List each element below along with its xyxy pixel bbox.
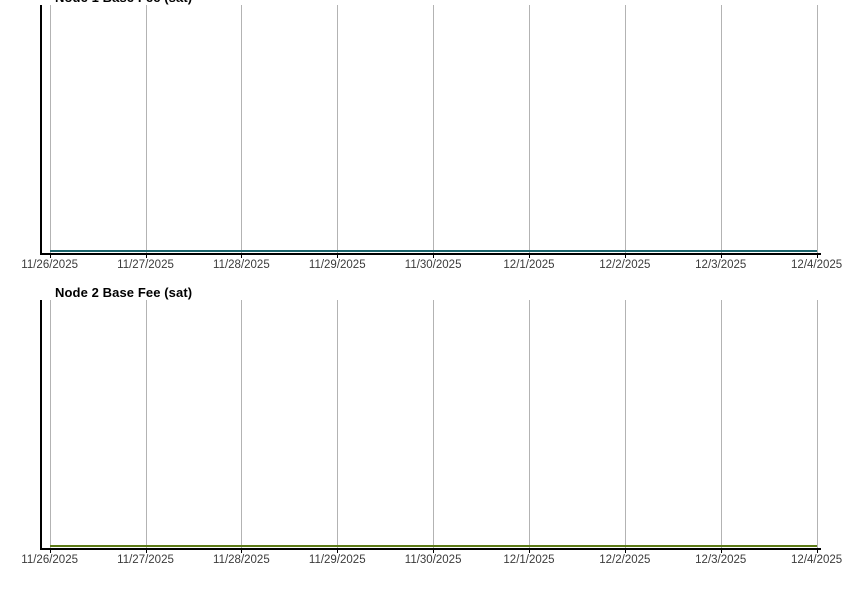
- series-line-node-1: [49, 250, 817, 252]
- x-axis-tick: [624, 549, 626, 553]
- x-axis-tick: [241, 549, 243, 553]
- series-line-node-2: [49, 545, 817, 547]
- x-axis-ticks-node-2: [40, 549, 821, 553]
- gridline: [624, 300, 626, 548]
- gridline: [720, 5, 722, 253]
- x-axis-tick-label: 11/27/2025: [117, 259, 174, 271]
- x-axis-tick: [49, 549, 51, 553]
- gridline: [433, 5, 435, 253]
- x-axis-tick-label: 12/4/2025: [791, 259, 843, 271]
- x-axis-tick: [529, 549, 530, 553]
- x-axis-tick: [49, 254, 51, 258]
- chart-panel-node-1: Node 1 Base Fee (sat) 11/26/2025 11/27/20…: [0, 0, 860, 280]
- y-axis-node-1: [40, 5, 42, 254]
- x-axis-tick: [816, 549, 818, 553]
- x-axis-tick-label: 12/1/2025: [503, 259, 555, 271]
- gridline: [145, 5, 147, 253]
- x-axis-tick: [337, 549, 339, 553]
- chart-panel-node-2: Node 2 Base Fee (sat) 11/26/2025 11/27/20…: [0, 285, 860, 575]
- plot-area-node-2: [40, 300, 821, 548]
- x-axis-ticks-node-1: [40, 254, 821, 258]
- x-axis-tick-label: 11/28/2025: [213, 259, 270, 271]
- x-axis-tick-label: 11/27/2025: [117, 554, 174, 566]
- x-axis-tick-label: 11/29/2025: [308, 554, 366, 566]
- x-axis-tick-label: 11/26/2025: [21, 259, 78, 271]
- gridline: [529, 300, 530, 548]
- chart-title-node-1: Node 1 Base Fee (sat): [55, 0, 192, 5]
- x-axis-tick-label: 12/4/2025: [791, 554, 843, 566]
- x-axis-tick-label: 12/1/2025: [503, 554, 555, 566]
- gridline: [624, 5, 626, 253]
- x-axis-tick: [241, 254, 243, 258]
- x-axis-tick-label: 11/30/2025: [404, 259, 462, 271]
- x-axis-tick: [433, 549, 435, 553]
- x-axis-tick-label: 11/30/2025: [404, 554, 462, 566]
- x-axis-tick-label: 12/3/2025: [695, 259, 747, 271]
- x-axis-tick-label: 11/26/2025: [21, 554, 78, 566]
- x-axis-tick: [145, 254, 147, 258]
- gridline: [816, 5, 818, 253]
- x-axis-tick-label: 12/3/2025: [695, 554, 747, 566]
- x-axis-node-2: [40, 548, 821, 550]
- x-axis-tick: [145, 549, 147, 553]
- chart-title-node-2: Node 2 Base Fee (sat): [55, 285, 193, 300]
- x-axis-tick: [624, 254, 626, 258]
- x-axis-labels-node-2: 11/26/2025 11/27/2025 11/28/2025 11/29/2025…: [0, 554, 860, 572]
- gridlines-node-2: [40, 300, 821, 548]
- x-axis-tick-label: 11/29/2025: [308, 259, 366, 271]
- gridline: [241, 300, 243, 548]
- x-axis-tick: [433, 254, 435, 258]
- x-axis-tick-label: 12/2/2025: [599, 554, 651, 566]
- gridline: [241, 5, 243, 253]
- gridline: [433, 300, 435, 548]
- gridline: [49, 5, 51, 253]
- gridlines-node-1: [40, 5, 821, 253]
- x-axis-tick: [337, 254, 339, 258]
- x-axis-tick-label: 11/28/2025: [213, 554, 270, 566]
- x-axis-tick: [720, 254, 722, 258]
- gridline: [816, 300, 818, 548]
- x-axis-tick: [816, 254, 818, 258]
- x-axis-tick-label: 12/2/2025: [599, 259, 651, 271]
- gridline: [529, 5, 530, 253]
- gridline: [49, 300, 51, 548]
- gridline: [145, 300, 147, 548]
- plot-area-node-1: [40, 5, 821, 253]
- gridline: [720, 300, 722, 548]
- x-axis-tick: [529, 254, 530, 258]
- x-axis-labels-node-1: 11/26/2025 11/27/2025 11/28/2025 11/29/2025…: [0, 259, 860, 277]
- x-axis-node-1: [40, 253, 821, 255]
- y-axis-node-2: [40, 300, 42, 549]
- x-axis-tick: [720, 549, 722, 553]
- gridline: [337, 5, 339, 253]
- gridline: [337, 300, 339, 548]
